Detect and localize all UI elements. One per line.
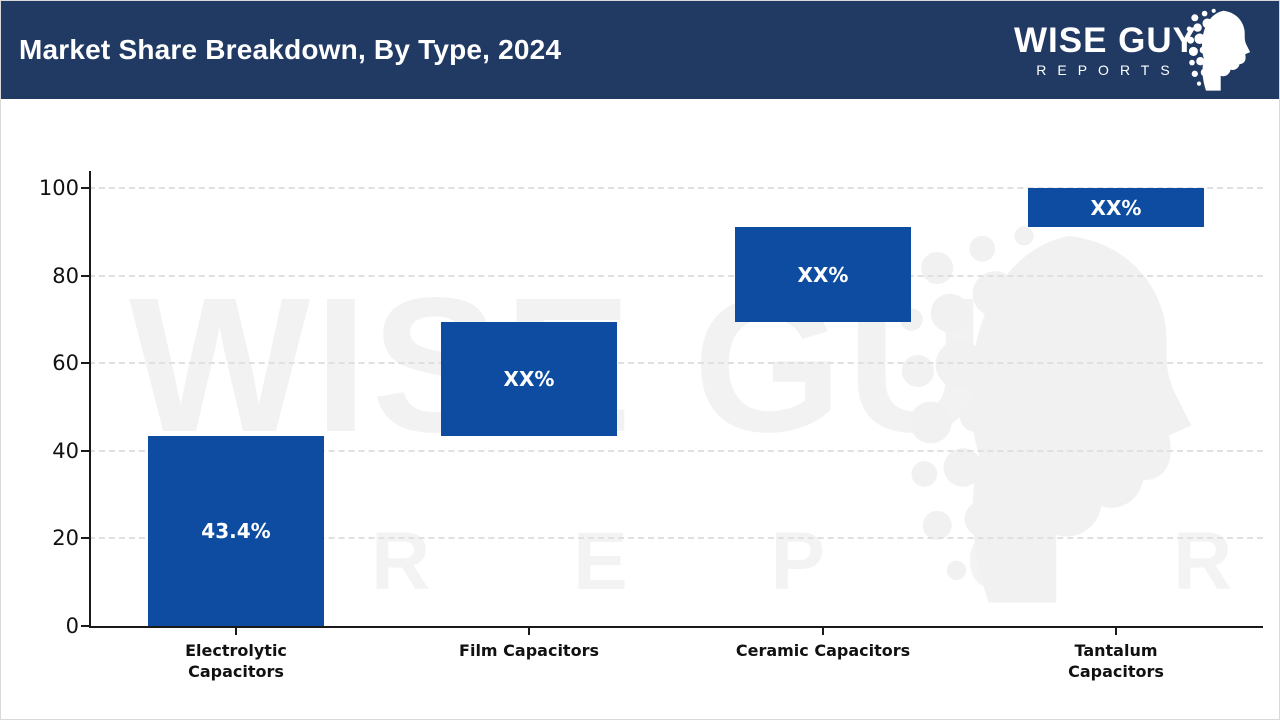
y-axis-tick-label: 100 [38, 176, 79, 200]
page-title: Market Share Breakdown, By Type, 2024 [19, 34, 562, 65]
logo-sub-text: REPORTS [1036, 62, 1181, 78]
y-axis-tick-mark [81, 537, 89, 540]
y-axis-tick-label: 0 [65, 614, 79, 638]
y-axis-tick-label: 40 [52, 438, 79, 463]
bar-value-label: XX% [1090, 195, 1142, 220]
x-axis-tick-mark [1115, 628, 1117, 635]
watermark-text-line2: R E P O R T S [371, 516, 1279, 607]
bar-segment: XX% [735, 227, 911, 322]
y-axis-tick-mark [81, 625, 89, 627]
y-axis-tick-label: 80 [52, 263, 79, 288]
bar-value-label: XX% [503, 367, 555, 391]
bar-segment: XX% [1028, 188, 1204, 227]
x-axis-tick-mark [528, 628, 530, 635]
logo-text: WISE GUY REPORTS [1014, 23, 1197, 77]
x-axis-category-label: Electrolytic Capacitors [185, 641, 287, 681]
x-axis-category-label: Film Capacitors [459, 641, 599, 660]
y-axis-tick-label: 60 [52, 351, 79, 376]
y-axis-tick-mark [81, 274, 89, 277]
x-axis-line [89, 626, 1263, 628]
x-axis-tick-mark [235, 628, 237, 635]
y-axis-tick-label: 20 [52, 526, 79, 551]
x-axis-category-label: Ceramic Capacitors [735, 641, 911, 660]
y-axis-line [89, 171, 91, 628]
wise-guy-reports-logo: WISE GUY REPORTS [1014, 8, 1257, 92]
x-axis-category-label: Tantalum Capacitors [1068, 641, 1164, 681]
bar-segment: 43.4% [148, 436, 324, 626]
y-axis-tick-mark [81, 362, 89, 365]
bar-value-label: XX% [797, 262, 849, 287]
gridline-y60 [89, 362, 1263, 365]
gridline-y80 [89, 274, 1263, 277]
x-axis-tick-mark [822, 628, 824, 635]
logo-name-text: WISE GUY [1013, 21, 1197, 60]
bar-value-label: 43.4% [201, 519, 271, 543]
gridline-y20 [89, 537, 1263, 540]
bar-segment: XX% [441, 322, 617, 436]
y-axis-tick-mark [81, 187, 89, 189]
y-axis-tick-mark [81, 449, 89, 452]
header-bar: Market Share Breakdown, By Type, 2024 WI… [1, 1, 1279, 99]
gridline-y40 [89, 449, 1263, 452]
gridline-y100 [89, 187, 1263, 189]
